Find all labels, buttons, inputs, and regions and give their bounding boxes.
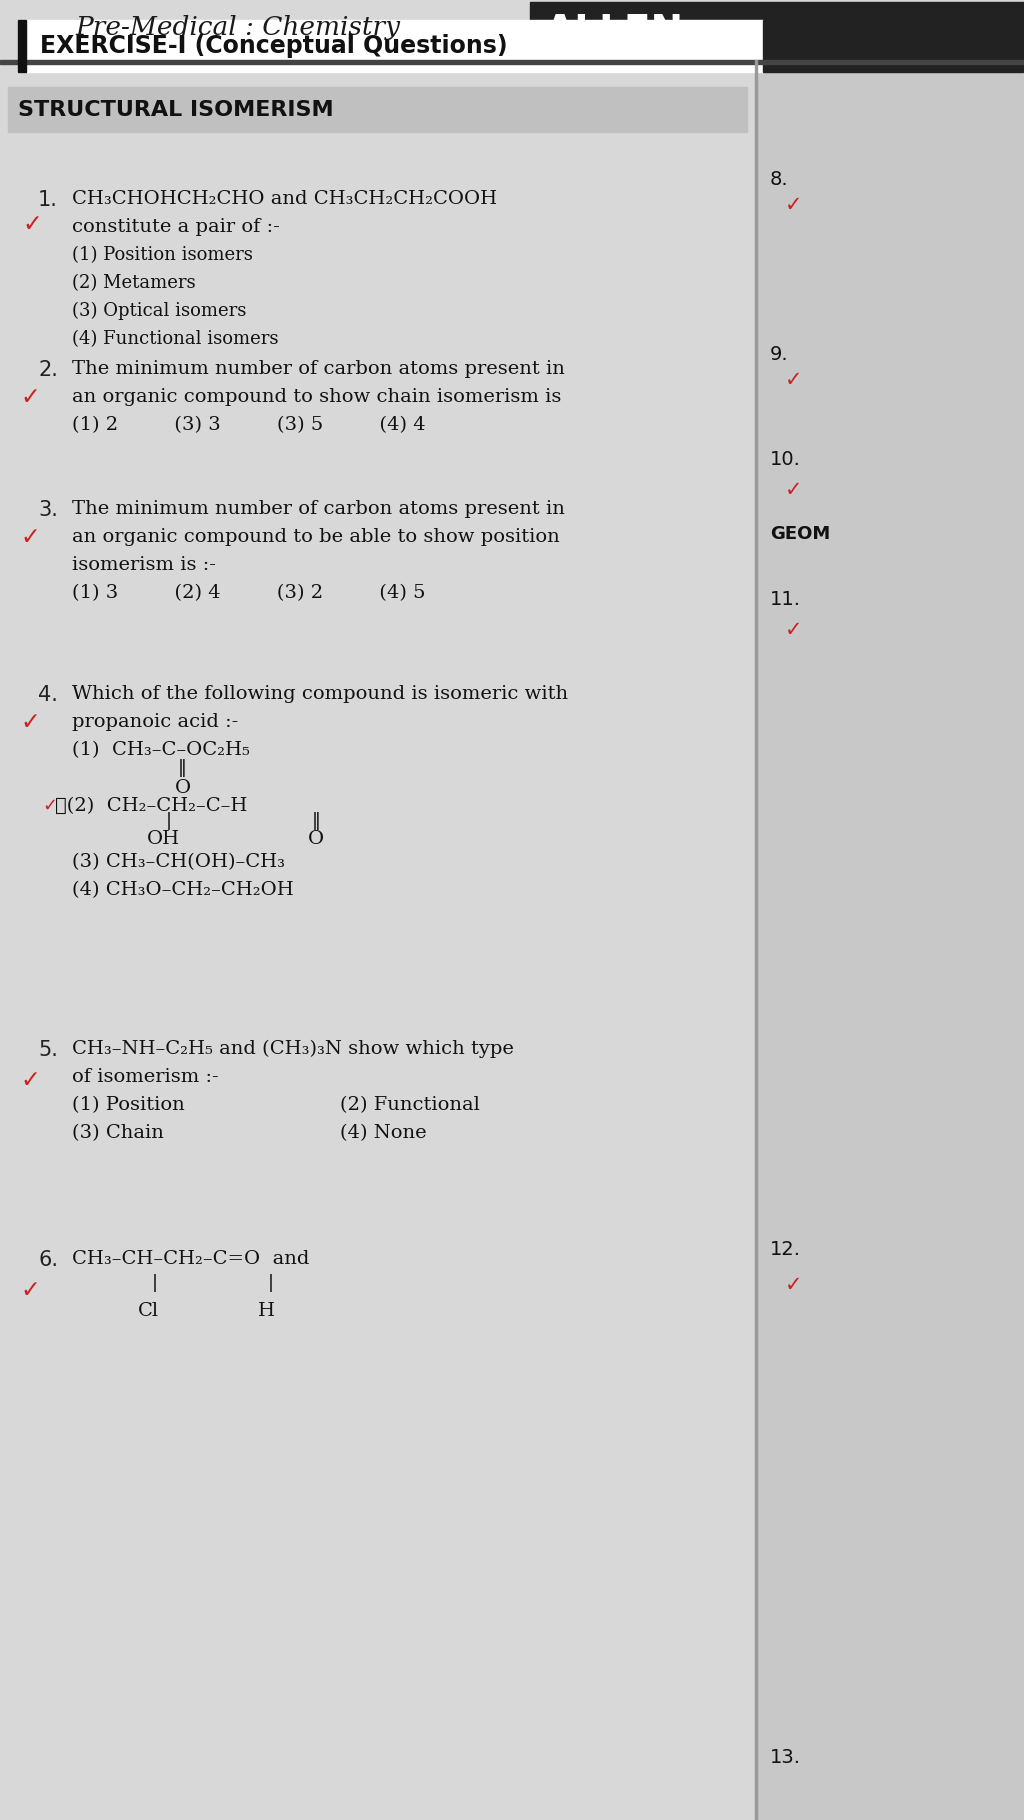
Text: ✓: ✓ [20,524,40,550]
Text: GEOM: GEOM [770,524,830,542]
Text: 5.: 5. [38,1039,58,1059]
Text: The minimum number of carbon atoms present in: The minimum number of carbon atoms prese… [72,501,565,519]
Text: an organic compound to show chain isomerism is: an organic compound to show chain isomer… [72,388,561,406]
Text: (1) Position: (1) Position [72,1096,184,1114]
Text: 11.: 11. [770,590,801,610]
Text: |: | [152,1274,158,1292]
Text: (3) Chain: (3) Chain [72,1125,164,1141]
Text: ✓: ✓ [785,621,803,641]
Text: H: H [258,1301,275,1320]
Text: (3) CH₃–CH(OH)–CH₃: (3) CH₃–CH(OH)–CH₃ [72,854,285,872]
Text: 10.: 10. [770,450,801,470]
Text: (1) Position isomers: (1) Position isomers [72,246,253,264]
Text: ‖: ‖ [312,812,321,830]
Bar [18,20,763,73]
Text: CH₃–CH–CH₂–C=O  and: CH₃–CH–CH₂–C=O and [72,1250,309,1269]
Text: ✓(2)  CH₂–CH₂–C–H: ✓(2) CH₂–CH₂–C–H [55,797,248,815]
Text: ✓: ✓ [785,1276,803,1296]
Bar [0,0,1024,60]
Text: O: O [308,830,325,848]
Text: (1)  CH₃–C–OC₂H₅: (1) CH₃–C–OC₂H₅ [72,741,250,759]
Text: |: | [268,1274,274,1292]
Text: ✓: ✓ [22,211,42,237]
Text: 13.: 13. [770,1747,801,1767]
Text: The minimum number of carbon atoms present in: The minimum number of carbon atoms prese… [72,360,565,379]
Text: ✓: ✓ [20,1278,40,1301]
Text: ‖: ‖ [178,759,187,777]
Text: 4.: 4. [38,684,58,704]
Text: propanoic acid :-: propanoic acid :- [72,713,239,732]
Text: (4) Functional isomers: (4) Functional isomers [72,329,279,348]
Text: ✓: ✓ [785,369,803,389]
Bar [755,60,757,1820]
Bar [18,20,26,73]
Text: CH₃–NH–C₂H₅ and (CH₃)₃N show which type: CH₃–NH–C₂H₅ and (CH₃)₃N show which type [72,1039,514,1057]
Text: 6.: 6. [38,1250,58,1270]
Text: EXERCISE-I (Conceptual Questions): EXERCISE-I (Conceptual Questions) [40,35,508,58]
Text: of isomerism :-: of isomerism :- [72,1068,219,1087]
Text: Cl: Cl [138,1301,159,1320]
Text: 8.: 8. [770,169,788,189]
Text: |: | [166,812,172,830]
Text: (3) Optical isomers: (3) Optical isomers [72,302,247,320]
Text: ✓: ✓ [785,195,803,215]
Text: CH₃CHOHCH₂CHO and CH₃CH₂CH₂COOH: CH₃CHOHCH₂CHO and CH₃CH₂CH₂COOH [72,189,497,207]
Text: (4) None: (4) None [340,1125,427,1141]
Text: (1) 2         (3) 3         (3) 5         (4) 4: (1) 2 (3) 3 (3) 5 (4) 4 [72,417,426,433]
Bar [8,87,746,133]
Bar [530,2,1024,62]
Text: STRUCTURAL ISOMERISM: STRUCTURAL ISOMERISM [18,100,334,120]
Bar [0,0,755,1820]
Bar [763,20,1023,73]
Text: 9.: 9. [770,346,788,364]
Text: isomerism is :-: isomerism is :- [72,555,216,573]
Text: ✓: ✓ [20,710,40,733]
Text: OH: OH [147,830,180,848]
Text: ✓: ✓ [785,480,803,501]
Text: an organic compound to be able to show position: an organic compound to be able to show p… [72,528,560,546]
Text: ALLEN: ALLEN [545,13,684,51]
Bar [0,60,1024,64]
Text: Which of the following compound is isomeric with: Which of the following compound is isome… [72,684,568,703]
Text: 3.: 3. [38,501,58,521]
Text: ✓: ✓ [20,1068,40,1092]
Text: Pre-Medical : Chemistry: Pre-Medical : Chemistry [75,15,400,40]
Text: ✓: ✓ [20,386,40,410]
Text: constitute a pair of :-: constitute a pair of :- [72,218,280,237]
Text: (2) Metamers: (2) Metamers [72,275,196,291]
Text: ✓: ✓ [42,797,57,815]
Text: 1.: 1. [38,189,58,209]
Text: 2.: 2. [38,360,58,380]
Text: (1) 3         (2) 4         (3) 2         (4) 5: (1) 3 (2) 4 (3) 2 (4) 5 [72,584,426,602]
Text: (4) CH₃O–CH₂–CH₂OH: (4) CH₃O–CH₂–CH₂OH [72,881,294,899]
Text: O: O [175,779,191,797]
Text: 12.: 12. [770,1239,801,1259]
Bar [755,0,1024,1820]
Text: (2) Functional: (2) Functional [340,1096,480,1114]
